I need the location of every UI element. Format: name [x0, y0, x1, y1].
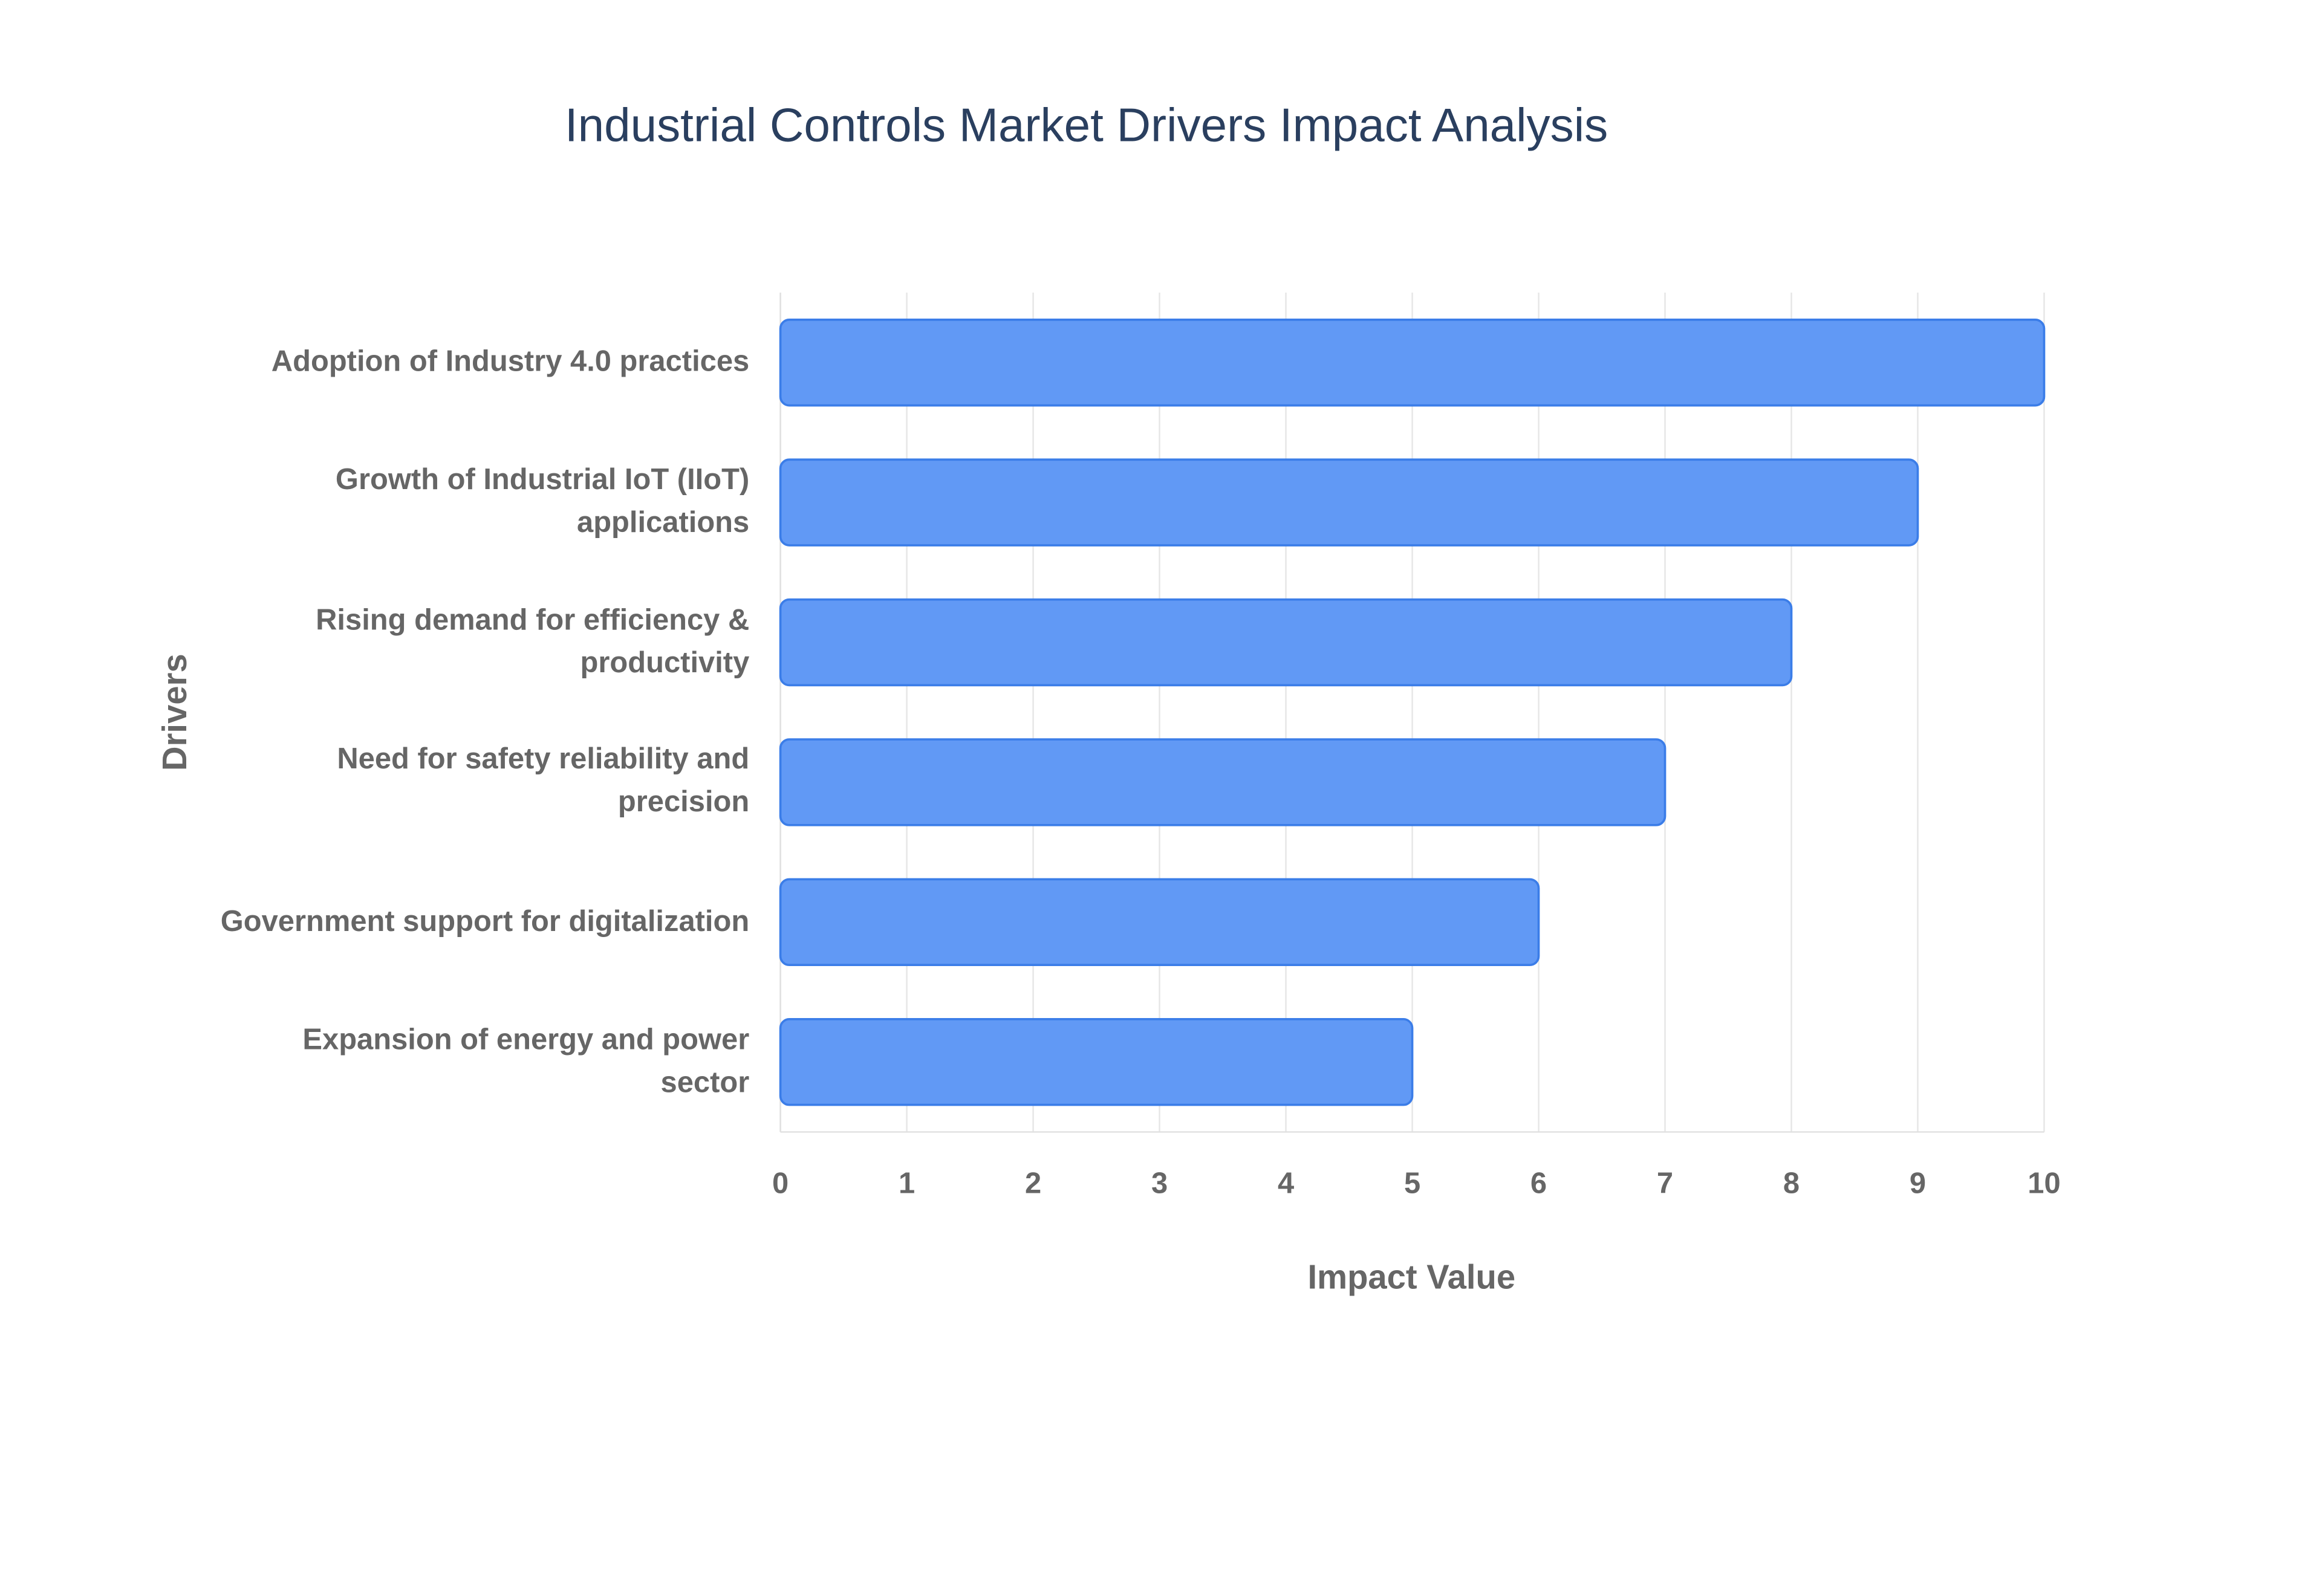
- x-tick-label: 1: [899, 1167, 915, 1199]
- y-tick-label: Adoption of Industry 4.0 practices: [271, 345, 750, 378]
- bar: [779, 598, 1793, 687]
- y-tick-label-box: Rising demand for efficiency & productiv…: [316, 603, 750, 680]
- y-tick-label-box: Growth of Industrial IoT (IIoT) applicat…: [335, 464, 750, 540]
- y-tick-label-box: Expansion of energy and power sector: [302, 1023, 750, 1099]
- y-axis-title: Drivers: [155, 654, 194, 771]
- y-tick-label-box: Government support for digitalization: [220, 905, 750, 938]
- y-tick-label: Need for safety reliability and precisio…: [337, 744, 750, 820]
- x-axis-title: Impact Value: [1307, 1258, 1515, 1296]
- y-tick-label-box: Need for safety reliability and precisio…: [337, 744, 750, 820]
- x-tick-label: 2: [1025, 1167, 1041, 1199]
- x-tick-label: 6: [1530, 1167, 1547, 1199]
- x-tick-label: 4: [1278, 1167, 1294, 1199]
- x-tick-label: 9: [1910, 1167, 1926, 1199]
- bar: [779, 319, 2046, 407]
- bar: [779, 458, 1919, 547]
- x-tick-label: 0: [772, 1167, 789, 1199]
- bar: [779, 878, 1540, 967]
- x-tick-label: 8: [1783, 1167, 1800, 1199]
- x-tick-label: 5: [1404, 1167, 1420, 1199]
- x-tick-label: 7: [1657, 1167, 1673, 1199]
- x-tick-label: 3: [1151, 1167, 1168, 1199]
- y-tick-label: Growth of Industrial IoT (IIoT) applicat…: [335, 464, 750, 540]
- bar: [779, 738, 1667, 826]
- y-tick-label: Government support for digitalization: [220, 905, 750, 938]
- y-tick-label: Rising demand for efficiency & productiv…: [316, 603, 750, 680]
- bar: [779, 1017, 1414, 1106]
- y-tick-label-box: Adoption of Industry 4.0 practices: [271, 345, 750, 378]
- x-tick-label: 10: [2028, 1167, 2060, 1199]
- chart-title: Industrial Controls Market Drivers Impac…: [565, 98, 1608, 151]
- y-tick-label: Expansion of energy and power sector: [302, 1023, 750, 1099]
